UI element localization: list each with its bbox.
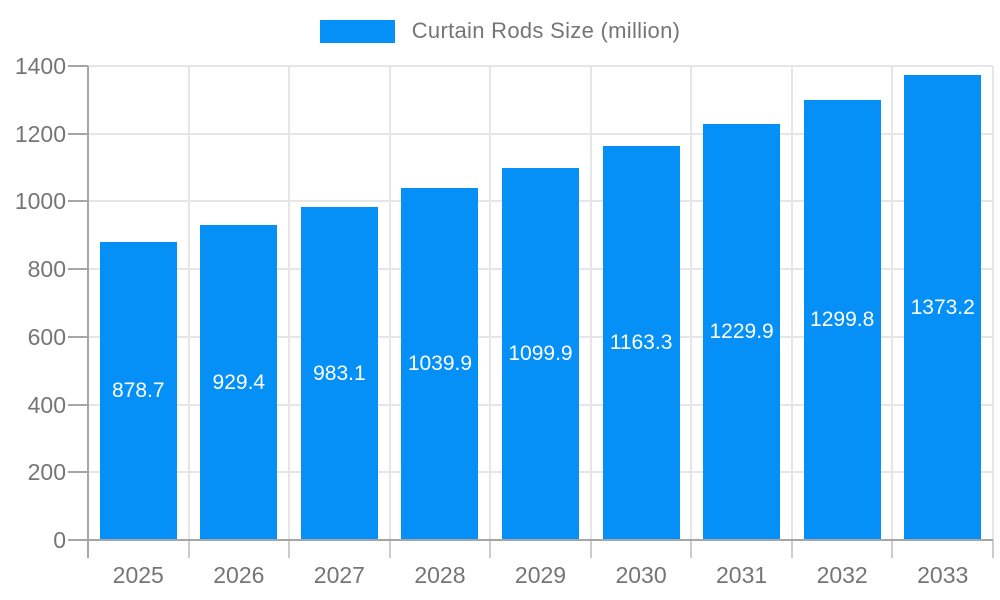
legend-swatch-icon <box>319 19 395 43</box>
h-gridline <box>88 65 993 67</box>
y-tick-mark <box>68 268 88 271</box>
x-axis-tick-label: 2033 <box>917 562 969 588</box>
x-axis-line <box>88 539 993 541</box>
bar-2029 <box>502 167 579 540</box>
legend-label: Curtain Rods Size (million) <box>411 18 681 43</box>
v-gridline <box>187 66 190 540</box>
y-tick-mark <box>68 471 88 474</box>
v-gridline <box>589 66 592 540</box>
x-tick-mark <box>790 540 793 558</box>
bar-2033 <box>904 75 982 540</box>
bar-2028 <box>401 187 479 540</box>
bar-value-label: 1373.2 <box>910 295 975 319</box>
y-axis-tick-label: 400 <box>27 391 66 418</box>
y-axis-line <box>87 66 89 540</box>
x-axis-tick-label: 2031 <box>716 562 768 588</box>
v-gridline <box>891 66 894 540</box>
bar-2027 <box>300 207 378 540</box>
legend: Curtain Rods Size (million) <box>0 18 1000 44</box>
y-tick-mark <box>68 539 88 541</box>
y-axis-tick-label: 1200 <box>14 120 66 147</box>
x-tick-mark <box>87 540 89 558</box>
y-tick-mark <box>68 65 88 67</box>
x-tick-mark <box>891 540 894 558</box>
bar-2032 <box>803 99 881 540</box>
x-axis-tick-label: 2032 <box>816 562 868 588</box>
x-axis-tick-label: 2029 <box>514 562 567 588</box>
y-axis-tick-label: 200 <box>27 459 66 486</box>
v-gridline <box>790 66 793 540</box>
v-gridline <box>489 66 492 540</box>
y-tick-mark <box>68 403 88 406</box>
y-tick-mark <box>68 200 88 203</box>
x-axis-tick-label: 2027 <box>313 562 365 588</box>
x-tick-mark <box>388 540 391 558</box>
v-gridline <box>992 66 994 540</box>
bar-value-label: 929.4 <box>212 370 266 394</box>
x-axis-tick-label: 2030 <box>615 562 667 588</box>
x-tick-mark <box>489 540 492 558</box>
bar-value-label: 878.7 <box>111 379 165 403</box>
bar-2025 <box>99 242 177 540</box>
x-tick-mark <box>589 540 592 558</box>
bar-value-label: 1163.3 <box>609 331 673 355</box>
y-tick-mark <box>68 335 88 338</box>
y-axis-tick-label: 1000 <box>14 188 66 215</box>
y-tick-mark <box>68 132 88 135</box>
bar-2026 <box>200 225 278 540</box>
v-gridline <box>288 66 291 540</box>
y-axis-tick-label: 600 <box>27 323 66 350</box>
x-tick-mark <box>288 540 291 558</box>
bar-value-label: 983.1 <box>313 361 366 385</box>
bar-2031 <box>703 123 781 540</box>
bar-value-label: 1099.9 <box>508 341 573 365</box>
x-tick-mark <box>690 540 693 558</box>
x-axis-tick-label: 2026 <box>213 562 265 588</box>
y-axis-tick-label: 800 <box>27 256 66 283</box>
bar-2030 <box>602 146 680 540</box>
h-gridline <box>88 132 993 135</box>
y-axis-tick-label: 0 <box>53 527 66 553</box>
bar-value-label: 1039.9 <box>407 351 473 375</box>
x-tick-mark <box>187 540 190 558</box>
y-axis-tick-label: 1400 <box>14 53 66 79</box>
x-tick-mark <box>992 540 994 558</box>
v-gridline <box>388 66 391 540</box>
v-gridline <box>690 66 693 540</box>
bar-value-label: 1229.9 <box>709 319 774 343</box>
bar-value-label: 1299.8 <box>810 307 875 331</box>
x-axis-tick-label: 2025 <box>112 562 164 588</box>
x-axis-tick-label: 2028 <box>414 562 466 588</box>
